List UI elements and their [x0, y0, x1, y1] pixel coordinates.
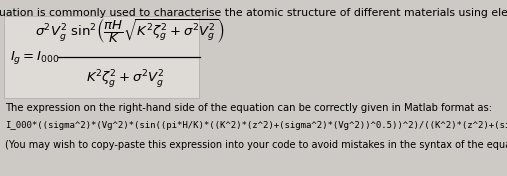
Text: I_000*((sigma^2)*(Vg^2)*(sin((pi*H/K)*((K^2)*(z^2)+(sigma^2)*(Vg^2))^0.5))^2)/((: I_000*((sigma^2)*(Vg^2)*(sin((pi*H/K)*((… — [5, 121, 507, 130]
FancyBboxPatch shape — [4, 16, 199, 98]
Text: (You may wish to copy-paste this expression into your code to avoid mistakes in : (You may wish to copy-paste this express… — [5, 140, 507, 150]
Text: $I_g = I_{000}$: $I_g = I_{000}$ — [10, 49, 59, 65]
Text: $K^2\zeta_g^2+\sigma^2 V_g^{2}$: $K^2\zeta_g^2+\sigma^2 V_g^{2}$ — [86, 68, 164, 90]
Text: The expression on the right-hand side of the equation can be correctly given in : The expression on the right-hand side of… — [5, 103, 492, 113]
Text: The following equation is commonly used to characterise the atomic structure of : The following equation is commonly used … — [0, 8, 507, 18]
Text: $\sigma^2 V_g^{2}\ \sin^2\!\left(\dfrac{\pi H}{K}\sqrt{K^2\zeta_g^2+\sigma^2 V_g: $\sigma^2 V_g^{2}\ \sin^2\!\left(\dfrac{… — [35, 17, 225, 46]
